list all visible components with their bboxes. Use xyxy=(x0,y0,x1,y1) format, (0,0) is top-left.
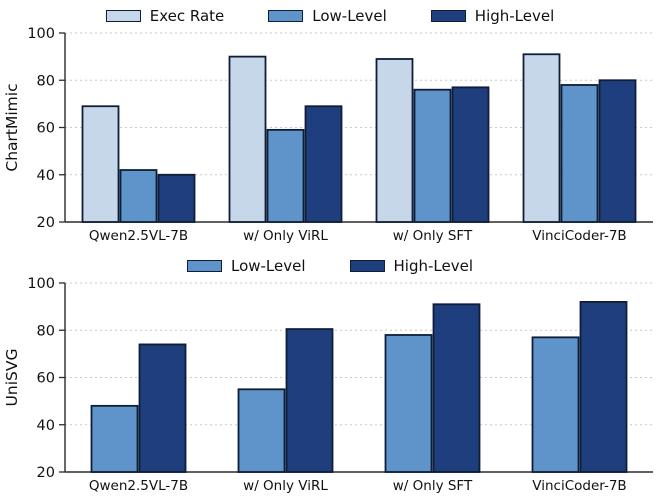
y-axis-title: UniSVG xyxy=(3,349,21,407)
xtick-label-3: VinciCoder-7B xyxy=(532,478,626,494)
ytick-label-80: 80 xyxy=(37,73,55,89)
ytick-label-100: 100 xyxy=(27,276,55,292)
legend-label: High-Level xyxy=(393,257,474,275)
bar-high-level-w-only-virl xyxy=(304,105,343,223)
xtick-label-0: Qwen2.5VL-7B xyxy=(89,228,188,244)
xtick-label-2: w/ Only SFT xyxy=(393,478,473,494)
legend-swatch-icon xyxy=(430,10,466,22)
unisvg-panel: Low-Level High-Level 20 40 60 80 100 Qwen2.5VL… xyxy=(0,250,660,499)
chartmimic-panel: Exec Rate Low-Level High-Level 20 40 60 80 100… xyxy=(0,7,660,244)
legend-item-high-level: High-Level xyxy=(430,7,555,25)
bar-exec-rate-w-only-sft xyxy=(375,58,414,223)
ytick-label-20: 20 xyxy=(37,215,55,231)
bar-high-level-w-only-sft xyxy=(432,303,481,473)
bar-low-level-qwen2-5vl-7b xyxy=(119,169,158,223)
unisvg-legend: Low-Level High-Level xyxy=(0,257,660,275)
bar-high-level-w-only-sft xyxy=(451,86,490,223)
bar-low-level-w-only-virl xyxy=(266,128,305,223)
legend-label: Low-Level xyxy=(312,7,387,25)
unisvg-plot: 20 40 60 80 100 Qwen2.5VL-7B w/ Only ViRL w/ On… xyxy=(3,276,653,494)
xtick-label-1: w/ Only ViRL xyxy=(243,478,328,494)
xtick-label-2: w/ Only SFT xyxy=(393,228,473,244)
bar-exec-rate-qwen2-5vl-7b xyxy=(81,105,120,223)
ytick-label-40: 40 xyxy=(37,168,55,184)
chartmimic-plot: 20 40 60 80 100 Qwen2.5VL-7B w/ Only ViRL w/ On… xyxy=(3,26,653,244)
legend-swatch-icon xyxy=(105,10,141,22)
xtick-label-0: Qwen2.5VL-7B xyxy=(89,478,188,494)
legend-item-low-level: Low-Level xyxy=(268,7,387,25)
legend-swatch-icon xyxy=(268,10,304,22)
bar-high-level-vincicoder-7b xyxy=(598,79,637,223)
legend-label: High-Level xyxy=(474,7,555,25)
legend-item-high-level: High-Level xyxy=(349,257,474,275)
ytick-label-20: 20 xyxy=(37,465,55,481)
bar-exec-rate-w-only-virl xyxy=(228,55,267,223)
bar-high-level-w-only-virl xyxy=(285,328,334,473)
ytick-label-60: 60 xyxy=(37,121,55,137)
ytick-label-60: 60 xyxy=(37,371,55,387)
legend-swatch-icon xyxy=(186,260,222,272)
y-axis-title: ChartMimic xyxy=(3,83,21,171)
bar-high-level-qwen2-5vl-7b xyxy=(157,173,196,223)
legend-item-exec-rate: Exec Rate xyxy=(105,7,225,25)
ytick-label-40: 40 xyxy=(37,418,55,434)
xtick-label-3: VinciCoder-7B xyxy=(532,228,626,244)
ytick-label-100: 100 xyxy=(27,26,55,42)
legend-item-low-level: Low-Level xyxy=(186,257,306,275)
legend-label: Exec Rate xyxy=(149,7,225,25)
bar-low-level-vincicoder-7b xyxy=(531,336,580,473)
bar-low-level-w-only-sft xyxy=(384,334,433,473)
xtick-label-1: w/ Only ViRL xyxy=(243,228,328,244)
bar-high-level-vincicoder-7b xyxy=(579,301,628,473)
bar-high-level-qwen2-5vl-7b xyxy=(138,343,187,473)
ytick-label-80: 80 xyxy=(37,323,55,339)
legend-label: Low-Level xyxy=(230,257,306,275)
bar-low-level-qwen2-5vl-7b xyxy=(90,404,139,473)
bar-exec-rate-vincicoder-7b xyxy=(522,53,561,223)
chartmimic-legend: Exec Rate Low-Level High-Level xyxy=(0,7,660,25)
bar-low-level-vincicoder-7b xyxy=(560,84,599,223)
legend-swatch-icon xyxy=(349,260,385,272)
bar-low-level-w-only-sft xyxy=(413,88,452,223)
bar-low-level-w-only-virl xyxy=(237,388,286,473)
